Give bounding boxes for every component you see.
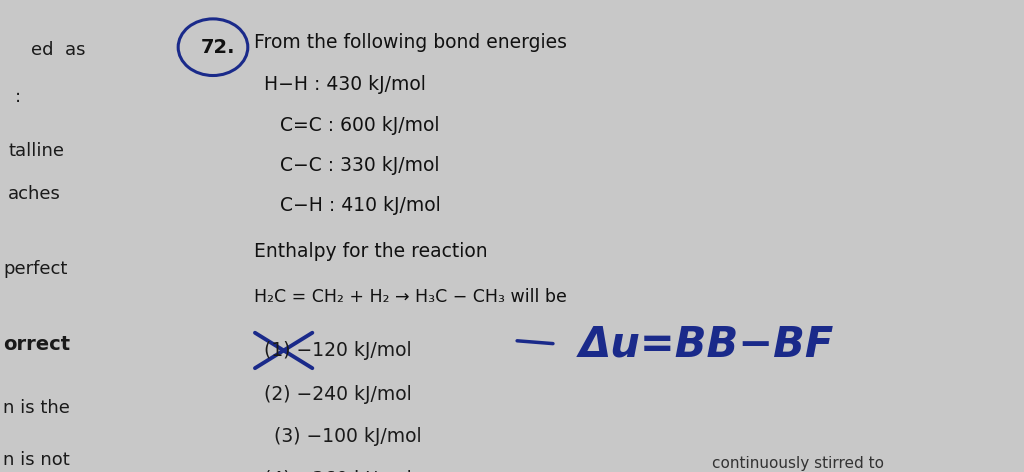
Text: continuously stirred to: continuously stirred to — [712, 456, 884, 471]
Text: orrect: orrect — [3, 335, 71, 354]
Text: Enthalpy for the reaction: Enthalpy for the reaction — [254, 242, 487, 261]
Text: (4) −360 kJ/mol: (4) −360 kJ/mol — [264, 470, 412, 472]
Text: C−C : 330 kJ/mol: C−C : 330 kJ/mol — [280, 156, 439, 175]
Text: C=C : 600 kJ/mol: C=C : 600 kJ/mol — [280, 116, 439, 135]
Text: aches: aches — [8, 185, 61, 202]
Text: H₂C = CH₂ + H₂ → H₃C − CH₃ will be: H₂C = CH₂ + H₂ → H₃C − CH₃ will be — [254, 288, 567, 306]
Text: C−H : 410 kJ/mol: C−H : 410 kJ/mol — [280, 196, 440, 215]
Text: perfect: perfect — [3, 260, 68, 278]
Text: From the following bond energies: From the following bond energies — [254, 33, 567, 52]
Text: ed  as: ed as — [31, 41, 85, 59]
Text: :: : — [15, 88, 22, 106]
Text: 72.: 72. — [201, 38, 236, 57]
Text: (2) −240 kJ/mol: (2) −240 kJ/mol — [264, 385, 412, 404]
Text: (3) −100 kJ/mol: (3) −100 kJ/mol — [274, 427, 422, 446]
Text: n is the: n is the — [3, 399, 70, 417]
Text: H−H : 430 kJ/mol: H−H : 430 kJ/mol — [264, 76, 426, 94]
Text: Δu=BB−BF: Δu=BB−BF — [579, 324, 834, 365]
Text: n is not: n is not — [3, 451, 70, 469]
Text: talline: talline — [8, 142, 65, 160]
Text: (1) −120 kJ/mol: (1) −120 kJ/mol — [264, 341, 412, 360]
